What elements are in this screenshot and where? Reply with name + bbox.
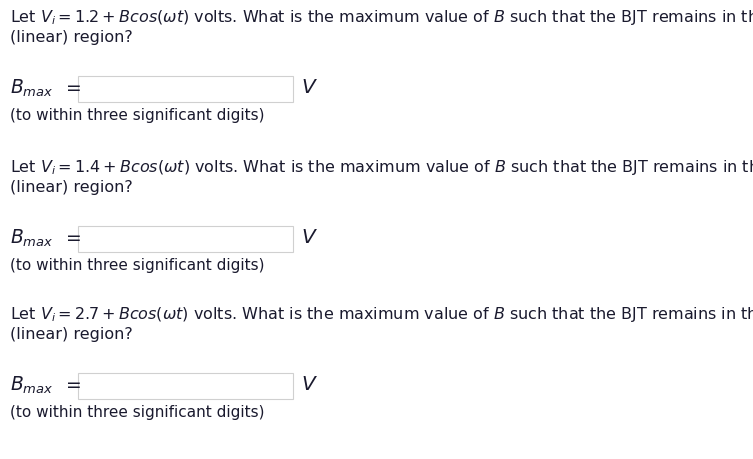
Text: $B_{max}$: $B_{max}$ xyxy=(10,78,53,99)
Bar xyxy=(78,76,293,102)
Text: $V$: $V$ xyxy=(301,375,318,394)
Text: (to within three significant digits): (to within three significant digits) xyxy=(10,258,264,273)
Text: (to within three significant digits): (to within three significant digits) xyxy=(10,405,264,420)
Text: $B_{max}$: $B_{max}$ xyxy=(10,375,53,396)
Text: $=$: $=$ xyxy=(62,375,81,393)
Text: Let $V_i = 1.2 + \mathit{Bcos}(\omega t)$ volts. What is the maximum value of $B: Let $V_i = 1.2 + \mathit{Bcos}(\omega t)… xyxy=(10,8,753,27)
Text: Let $V_i = 1.4 + \mathit{Bcos}(\omega t)$ volts. What is the maximum value of $B: Let $V_i = 1.4 + \mathit{Bcos}(\omega t)… xyxy=(10,158,753,177)
Text: (linear) region?: (linear) region? xyxy=(10,180,133,195)
Text: $B_{max}$: $B_{max}$ xyxy=(10,228,53,249)
Text: $=$: $=$ xyxy=(62,228,81,246)
Text: $V$: $V$ xyxy=(301,228,318,247)
Text: $V$: $V$ xyxy=(301,78,318,97)
Bar xyxy=(78,226,293,252)
Text: $=$: $=$ xyxy=(62,78,81,96)
Bar xyxy=(78,373,293,399)
Text: (linear) region?: (linear) region? xyxy=(10,327,133,342)
Text: Let $V_i = 2.7 + \mathit{Bcos}(\omega t)$ volts. What is the maximum value of $B: Let $V_i = 2.7 + \mathit{Bcos}(\omega t)… xyxy=(10,305,753,324)
Text: (linear) region?: (linear) region? xyxy=(10,30,133,45)
Text: (to within three significant digits): (to within three significant digits) xyxy=(10,108,264,123)
